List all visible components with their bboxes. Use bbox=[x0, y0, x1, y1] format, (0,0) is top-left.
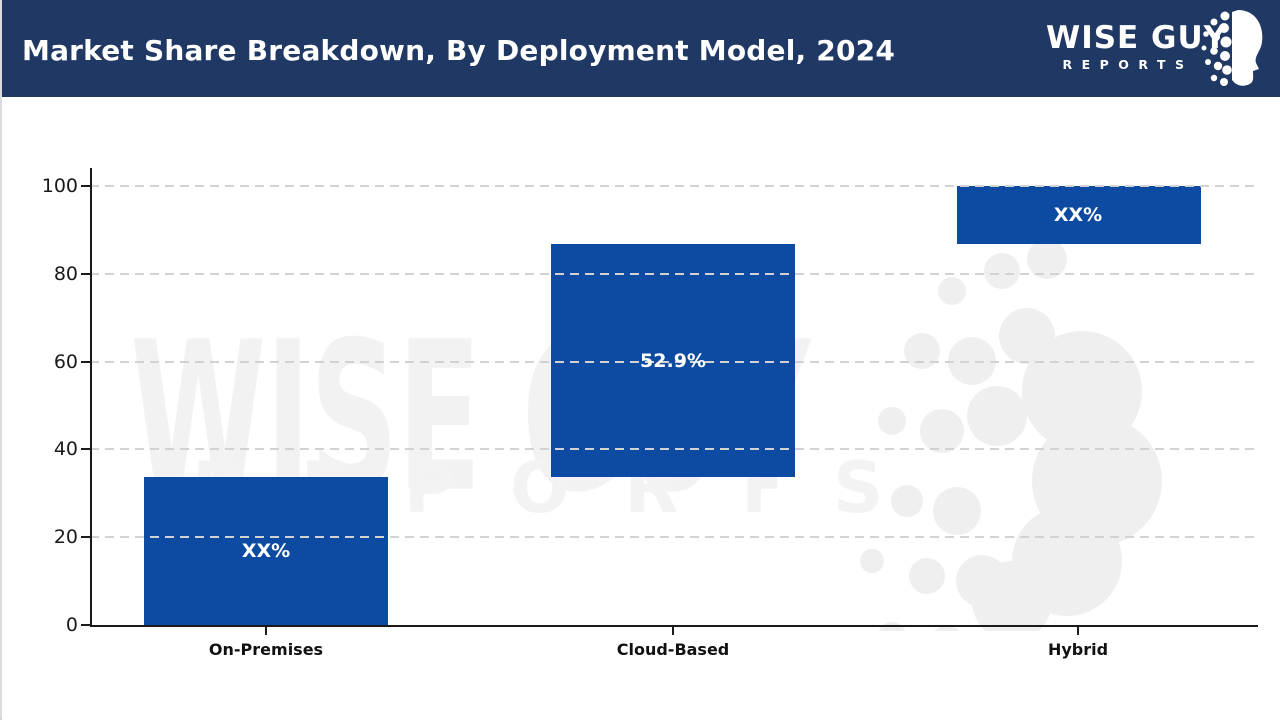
x-tick-3 bbox=[1077, 627, 1079, 635]
header-bar: Market Share Breakdown, By Deployment Mo… bbox=[2, 0, 1280, 97]
bar-hybrid bbox=[957, 186, 1201, 245]
bar-cloud-based bbox=[551, 244, 795, 477]
y-tick-100 bbox=[81, 185, 90, 187]
y-tick-0 bbox=[81, 624, 90, 626]
y-tick-label-80: 80 bbox=[53, 262, 78, 285]
y-tick-20 bbox=[81, 536, 90, 539]
y-tick-60 bbox=[81, 360, 90, 363]
y-tick-80 bbox=[81, 272, 90, 275]
y-tick-40 bbox=[81, 448, 90, 451]
logo-head-icon bbox=[1201, 10, 1263, 86]
x-category-label-2: Cloud-Based bbox=[616, 640, 730, 659]
y-tick-label-60: 60 bbox=[53, 350, 78, 373]
x-tick-2 bbox=[672, 627, 674, 635]
watermark-head-icon bbox=[860, 239, 1162, 631]
bar-value-label-1: XX% bbox=[241, 539, 291, 562]
logo-text: WISE GUY REPORTS bbox=[1046, 20, 1228, 72]
bar-value-label-2: 52.9% bbox=[640, 349, 706, 372]
gridline-20 bbox=[90, 536, 1258, 539]
bar-value-label-3: XX% bbox=[1053, 204, 1103, 227]
y-tick-label-0: 0 bbox=[65, 614, 78, 636]
logo-wordmark: WISE GUY bbox=[1046, 20, 1228, 56]
chart-plot-area: WISE GUY REPORTS 0 20 40 60 80 100 XX% 52.9% XX%… bbox=[2, 97, 1280, 720]
gridline-60 bbox=[90, 360, 1258, 363]
wise-guy-reports-logo: WISE GUY REPORTS bbox=[1018, 6, 1268, 92]
chart-title: Market Share Breakdown, By Deployment Mo… bbox=[22, 34, 896, 67]
y-tick-label-100: 100 bbox=[41, 175, 78, 197]
logo-subtitle: REPORTS bbox=[1062, 56, 1194, 72]
x-category-label-1: On-Premises bbox=[208, 640, 324, 659]
gridline-40 bbox=[90, 448, 1258, 451]
x-axis-line bbox=[90, 625, 1258, 627]
x-tick-1 bbox=[265, 627, 267, 635]
x-category-label-3: Hybrid bbox=[1047, 640, 1109, 659]
y-axis-line bbox=[90, 168, 92, 627]
y-tick-label-40: 40 bbox=[53, 438, 78, 461]
bar-on-premises bbox=[144, 476, 388, 625]
y-tick-label-20: 20 bbox=[53, 526, 78, 549]
gridline-80 bbox=[90, 272, 1258, 275]
gridline-100 bbox=[90, 185, 1258, 187]
